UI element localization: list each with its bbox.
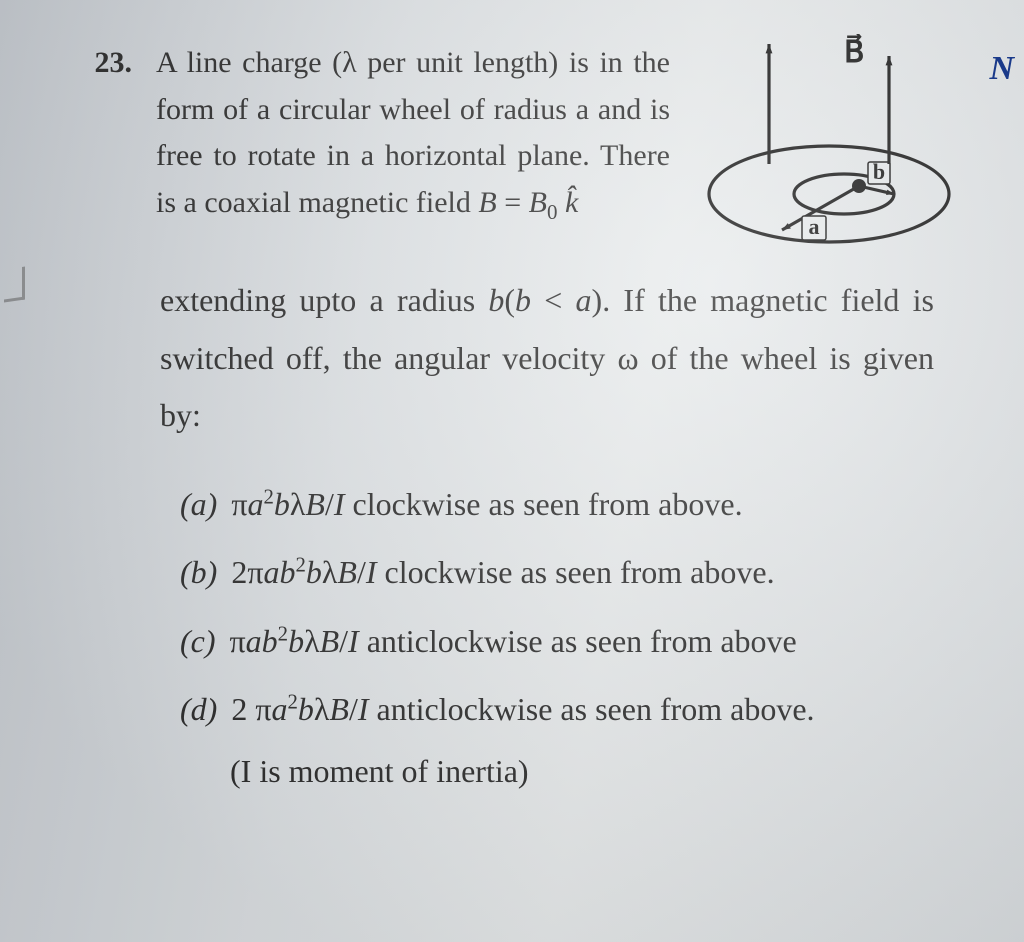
svg-text:a: a [809, 214, 820, 239]
option-text: 2πab2bλB/I clockwise as seen from above. [231, 554, 774, 590]
question-note: (I is moment of inertia) [230, 746, 964, 797]
page-edge-letter: N [989, 50, 1014, 88]
question-stem-part2: extending upto a radius b(b < a). If the… [160, 272, 934, 445]
question-top-row: 23. A line charge (λ per unit length) is… [80, 40, 964, 254]
svg-text:b: b [873, 159, 885, 184]
option-label: (d) [180, 691, 217, 727]
option-label: (c) [180, 623, 216, 659]
option-label: (b) [180, 554, 217, 590]
option-text: πa2bλB/I clockwise as seen from above. [231, 486, 742, 522]
margin-mark [4, 267, 25, 303]
svg-text:B⃗: B⃗ [844, 34, 865, 69]
option-label: (a) [180, 486, 217, 522]
question-number: 23. [80, 40, 132, 80]
option-b: (b) 2πab2bλB/I clockwise as seen from ab… [180, 541, 964, 603]
physics-diagram: a b B⃗ [694, 34, 964, 254]
option-text: 2 πa2bλB/I anticlockwise as seen from ab… [231, 691, 814, 727]
option-text: πab2bλB/I anticlockwise as seen from abo… [230, 623, 797, 659]
page: N 23. A line charge (λ per unit length) … [0, 0, 1024, 942]
options-list: (a) πa2bλB/I clockwise as seen from abov… [180, 473, 964, 741]
option-a: (a) πa2bλB/I clockwise as seen from abov… [180, 473, 964, 535]
option-d: (d) 2 πa2bλB/I anticlockwise as seen fro… [180, 678, 964, 740]
option-c: (c) πab2bλB/I anticlockwise as seen from… [180, 610, 964, 672]
question-stem-part1: A line charge (λ per unit length) is in … [156, 40, 670, 226]
